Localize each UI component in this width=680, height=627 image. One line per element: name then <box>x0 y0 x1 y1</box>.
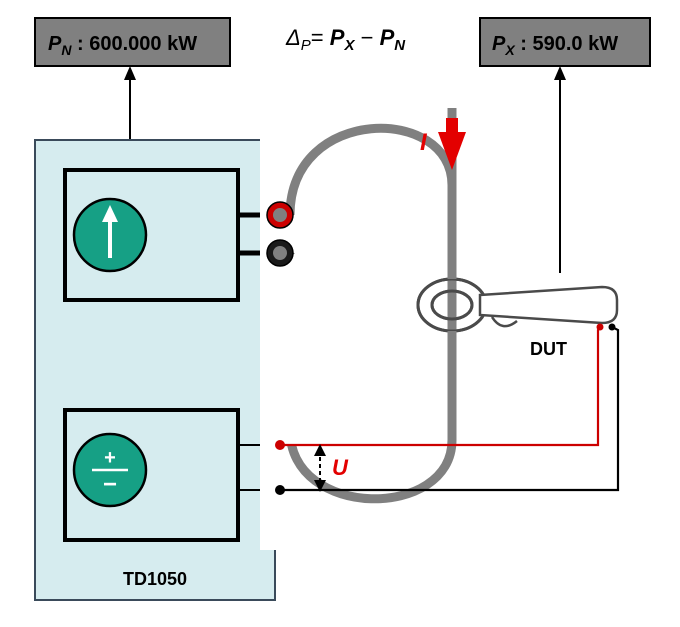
terminal-bottom <box>267 240 293 266</box>
dut-label: DUT <box>530 339 567 359</box>
vs-minus: − <box>103 471 117 498</box>
pn-symbol: P <box>48 33 62 55</box>
display-px: PX : 590.0 kW <box>480 18 650 66</box>
pn-value: 600.000 <box>89 33 161 55</box>
equation: ΔP= PX − PN <box>285 25 406 54</box>
clamp-meter-icon <box>418 277 617 333</box>
terminal-top <box>267 202 293 228</box>
display-pn: PN : 600.000 kW <box>35 18 230 66</box>
pn-unit: kW <box>167 33 197 55</box>
arrow-to-pn <box>124 66 136 140</box>
px-symbol: P <box>492 33 506 55</box>
px-value: 590.0 <box>532 33 582 55</box>
svg-text:U: U <box>332 455 349 480</box>
px-unit: kW <box>588 33 618 55</box>
device-label: TD1050 <box>123 569 187 589</box>
pn-sep: : <box>71 33 89 55</box>
px-sep: : <box>515 33 533 55</box>
arrow-to-px <box>554 66 566 273</box>
svg-text:ΔP= PX − PN: ΔP= PX − PN <box>285 25 406 54</box>
vs-plus: + <box>104 447 116 469</box>
diagram-canvas: PN : 600.000 kW PX : 590.0 kW ΔP= PX − P… <box>0 0 680 627</box>
